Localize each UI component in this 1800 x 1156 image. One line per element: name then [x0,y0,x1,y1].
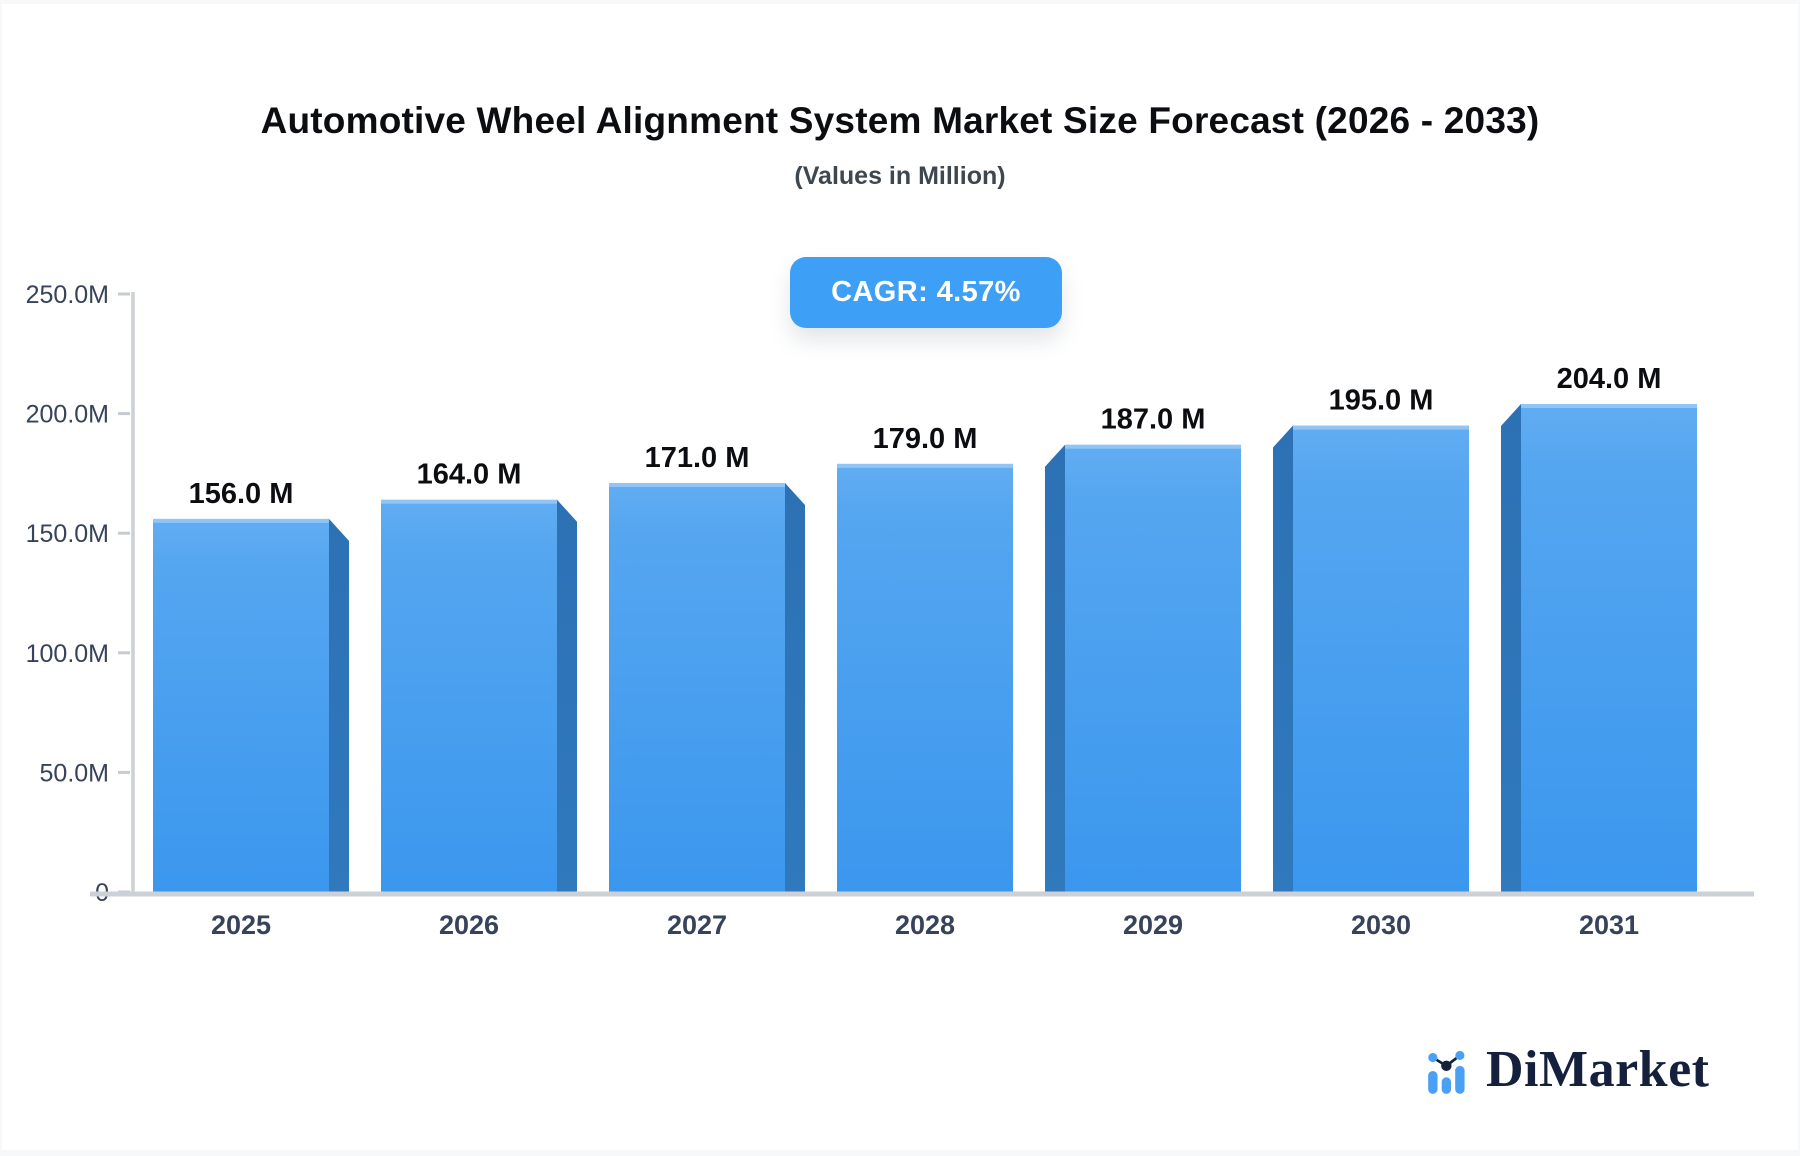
bar [609,482,785,892]
y-tick-label: 200.0M [26,401,109,429]
bar-chart-line-icon [1428,1050,1465,1094]
y-tick-label: 250.0M [26,281,109,309]
y-tick-label: 100.0M [26,640,109,668]
chart-card: Automotive Wheel Alignment System Market… [2,4,1798,1150]
bar-3d-side [1273,425,1293,892]
bar [1521,404,1697,892]
bar-3d-side [1501,404,1521,892]
bar-value-label: 171.0 M [645,442,750,474]
cagr-badge-label: CAGR: 4.57% [831,276,1021,308]
x-tick-label: 2027 [667,910,727,940]
brand-logo-text: DiMarket [1486,1041,1710,1098]
x-tick-label: 2030 [1351,910,1411,940]
bar-top-highlight [609,482,785,487]
chart-subtitle: (Values in Million) [794,162,1006,190]
bar [1065,444,1241,892]
bar-3d-side [557,499,577,892]
bar-top-highlight [1521,404,1697,409]
bar [153,518,329,892]
x-tick-label: 2026 [439,910,499,940]
bar-3d-side [785,482,805,892]
chart-header: Automotive Wheel Alignment System Market… [2,4,1798,191]
x-tick-label: 2028 [895,910,955,940]
bar-top-highlight [1065,444,1241,449]
bar-top-highlight [153,518,329,523]
x-tick-label: 2029 [1123,910,1183,940]
chart-title: Automotive Wheel Alignment System Market… [260,100,1540,141]
x-tick-label: 2025 [211,910,271,940]
bar-value-label: 204.0 M [1557,363,1662,395]
bar-value-label: 156.0 M [189,478,294,510]
bar-value-label: 187.0 M [1101,404,1206,436]
bar-3d-side [1045,444,1065,892]
bar-value-label: 179.0 M [873,423,978,455]
cagr-badge: CAGR: 4.57% [790,257,1062,328]
x-tick-label: 2031 [1579,910,1639,940]
bar-value-label: 195.0 M [1329,385,1434,417]
bar [381,499,557,892]
bar-top-highlight [1293,425,1469,430]
bar-top-highlight [381,499,557,504]
brand-logo: DiMarket [1426,1044,1709,1096]
bar [837,463,1013,892]
bar-3d-side [329,518,349,892]
bar-value-label: 164.0 M [417,459,522,491]
y-tick-label: 150.0M [26,520,109,548]
bar [1293,425,1469,892]
bar-top-highlight [837,463,1013,468]
y-tick-label: 50.0M [40,759,109,787]
